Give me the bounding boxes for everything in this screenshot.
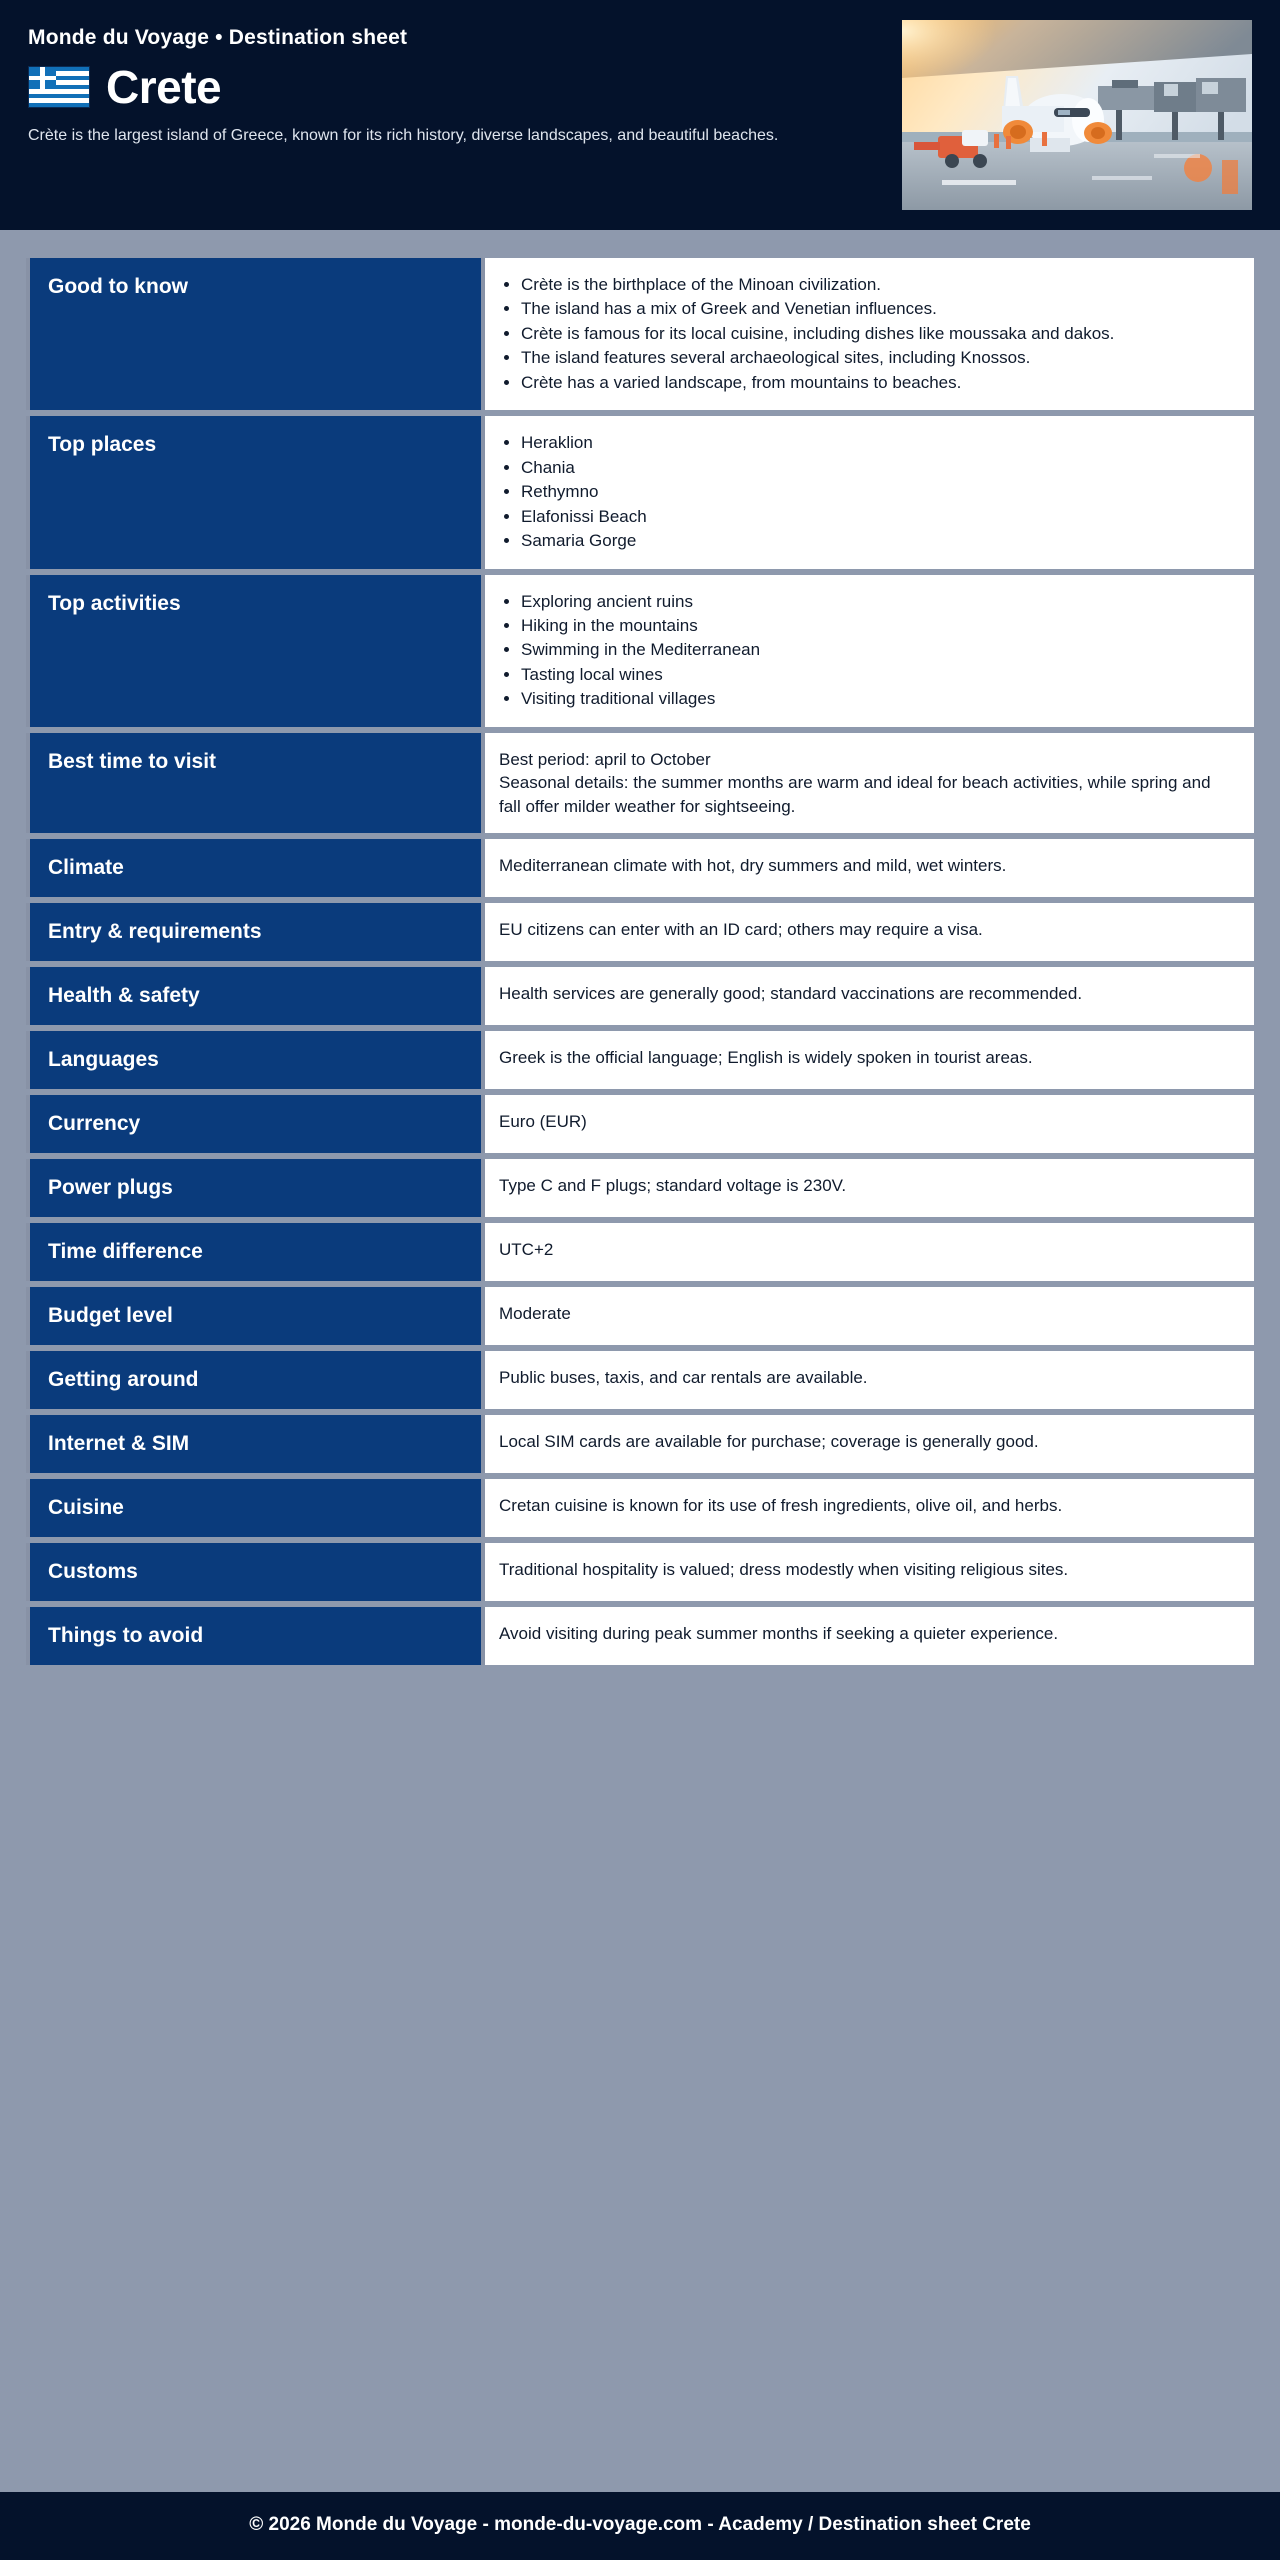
row-value-text: Type C and F plugs; standard voltage is … bbox=[499, 1176, 847, 1196]
row-value-text: Local SIM cards are available for purcha… bbox=[499, 1432, 1039, 1452]
row-value: Best period: april to October Seasonal de… bbox=[481, 732, 1254, 834]
table-row: Currency Euro (EUR) bbox=[26, 1095, 1254, 1154]
row-label: Top places bbox=[26, 416, 481, 569]
list-item: Elafonissi Beach bbox=[521, 505, 1232, 528]
row-label: Health & safety bbox=[26, 967, 481, 1026]
row-value-text: Euro (EUR) bbox=[499, 1112, 587, 1132]
row-value-text: Mediterranean climate with hot, dry summ… bbox=[499, 856, 1007, 876]
row-value-text: Greek is the official language; English … bbox=[499, 1048, 1033, 1068]
title-row: Crete bbox=[28, 64, 1252, 110]
page-footer: © 2026 Monde du Voyage - monde-du-voyage… bbox=[0, 2492, 1280, 2560]
row-value-text: Traditional hospitality is valued; dress… bbox=[499, 1560, 1069, 1580]
row-label: Top activities bbox=[26, 574, 481, 727]
row-value-text: Cretan cuisine is known for its use of f… bbox=[499, 1496, 1063, 1516]
table-row: Cuisine Cretan cuisine is known for its u… bbox=[26, 1479, 1254, 1538]
row-value-list: Crète is the birthplace of the Minoan ci… bbox=[499, 273, 1232, 394]
list-item: Visiting traditional villages bbox=[521, 687, 1232, 710]
row-value: Crète is the birthplace of the Minoan ci… bbox=[481, 258, 1254, 411]
row-label: Things to avoid bbox=[26, 1607, 481, 1666]
row-label: Customs bbox=[26, 1543, 481, 1602]
row-value-text: Avoid visiting during peak summer months… bbox=[499, 1624, 1059, 1644]
list-item: The island features several archaeologic… bbox=[521, 346, 1232, 369]
table-row: Things to avoid Avoid visiting during pea… bbox=[26, 1607, 1254, 1666]
row-value: Local SIM cards are available for purcha… bbox=[481, 1415, 1254, 1474]
row-value-list: Exploring ancient ruinsHiking in the mou… bbox=[499, 590, 1232, 711]
row-label: Time difference bbox=[26, 1223, 481, 1282]
table-row: Good to know Crète is the birthplace of t… bbox=[26, 258, 1254, 411]
row-label: Currency bbox=[26, 1095, 481, 1154]
row-value: Traditional hospitality is valued; dress… bbox=[481, 1543, 1254, 1602]
table-row: Power plugs Type C and F plugs; standard … bbox=[26, 1159, 1254, 1218]
row-value: EU citizens can enter with an ID card; o… bbox=[481, 903, 1254, 962]
row-value: HeraklionChaniaRethymnoElafonissi BeachS… bbox=[481, 416, 1254, 569]
list-item: Exploring ancient ruins bbox=[521, 590, 1232, 613]
row-label: Languages bbox=[26, 1031, 481, 1090]
row-label: Budget level bbox=[26, 1287, 481, 1346]
row-value-text: Health services are generally good; stan… bbox=[499, 984, 1083, 1004]
row-value: Cretan cuisine is known for its use of f… bbox=[481, 1479, 1254, 1538]
row-label: Good to know bbox=[26, 258, 481, 411]
row-value: Public buses, taxis, and car rentals are… bbox=[481, 1351, 1254, 1410]
row-label: Entry & requirements bbox=[26, 903, 481, 962]
destination-info-table: Good to know Crète is the birthplace of t… bbox=[26, 252, 1254, 1671]
row-label: Internet & SIM bbox=[26, 1415, 481, 1474]
table-row: Best time to visit Best period: april to … bbox=[26, 732, 1254, 834]
row-value: UTC+2 bbox=[481, 1223, 1254, 1282]
row-value-line: Best period: april to October bbox=[499, 749, 711, 769]
list-item: Samaria Gorge bbox=[521, 529, 1232, 552]
list-item: Crète is the birthplace of the Minoan ci… bbox=[521, 273, 1232, 296]
page-title: Crete bbox=[106, 61, 222, 113]
table-row: Customs Traditional hospitality is valued… bbox=[26, 1543, 1254, 1602]
table-row: Health & safety Health services are gener… bbox=[26, 967, 1254, 1026]
list-item: Tasting local wines bbox=[521, 663, 1232, 686]
row-value-text: Public buses, taxis, and car rentals are… bbox=[499, 1368, 868, 1388]
list-item: Crète is famous for its local cuisine, i… bbox=[521, 322, 1232, 345]
greek-flag-icon bbox=[28, 66, 90, 108]
row-value: Moderate bbox=[481, 1287, 1254, 1346]
destination-intro: Crète is the largest island of Greece, k… bbox=[28, 127, 779, 144]
destination-info-sheet: Good to know Crète is the birthplace of t… bbox=[0, 230, 1280, 2492]
row-value: Greek is the official language; English … bbox=[481, 1031, 1254, 1090]
table-row: Internet & SIM Local SIM cards are availa… bbox=[26, 1415, 1254, 1474]
row-value-list: HeraklionChaniaRethymnoElafonissi BeachS… bbox=[499, 431, 1232, 552]
row-label: Climate bbox=[26, 839, 481, 898]
row-label: Best time to visit bbox=[26, 732, 481, 834]
list-item: Hiking in the mountains bbox=[521, 614, 1232, 637]
list-item: Heraklion bbox=[521, 431, 1232, 454]
row-value: Type C and F plugs; standard voltage is … bbox=[481, 1159, 1254, 1218]
row-label: Power plugs bbox=[26, 1159, 481, 1218]
row-label: Cuisine bbox=[26, 1479, 481, 1538]
breadcrumb: Monde du Voyage • Destination sheet bbox=[28, 26, 408, 49]
row-value: Avoid visiting during peak summer months… bbox=[481, 1607, 1254, 1666]
table-row: Time difference UTC+2 bbox=[26, 1223, 1254, 1282]
table-row: Top placesHeraklionChaniaRethymnoElafoni… bbox=[26, 416, 1254, 569]
list-item: The island has a mix of Greek and Veneti… bbox=[521, 297, 1232, 320]
row-value: Exploring ancient ruinsHiking in the mou… bbox=[481, 574, 1254, 727]
list-item: Rethymno bbox=[521, 480, 1232, 503]
row-value-text: Moderate bbox=[499, 1304, 571, 1324]
row-value: Mediterranean climate with hot, dry summ… bbox=[481, 839, 1254, 898]
row-value-text: UTC+2 bbox=[499, 1240, 554, 1260]
table-row: Top activitiesExploring ancient ruinsHik… bbox=[26, 574, 1254, 727]
table-row: Getting around Public buses, taxis, and c… bbox=[26, 1351, 1254, 1410]
table-row: Languages Greek is the official language;… bbox=[26, 1031, 1254, 1090]
table-row: Climate Mediterranean climate with hot, d… bbox=[26, 839, 1254, 898]
row-value-line: Seasonal details: the summer months are … bbox=[499, 773, 1211, 816]
table-row: Budget level Moderate bbox=[26, 1287, 1254, 1346]
page-header: Monde du Voyage • Destination sheet Cret… bbox=[0, 0, 1280, 230]
row-value: Euro (EUR) bbox=[481, 1095, 1254, 1154]
row-label: Getting around bbox=[26, 1351, 481, 1410]
list-item: Crète has a varied landscape, from mount… bbox=[521, 371, 1232, 394]
list-item: Swimming in the Mediterranean bbox=[521, 638, 1232, 661]
row-value-text: EU citizens can enter with an ID card; o… bbox=[499, 920, 983, 940]
hero-airport-photo bbox=[902, 20, 1252, 210]
table-row: Entry & requirements EU citizens can ente… bbox=[26, 903, 1254, 962]
row-value: Health services are generally good; stan… bbox=[481, 967, 1254, 1026]
list-item: Chania bbox=[521, 456, 1232, 479]
